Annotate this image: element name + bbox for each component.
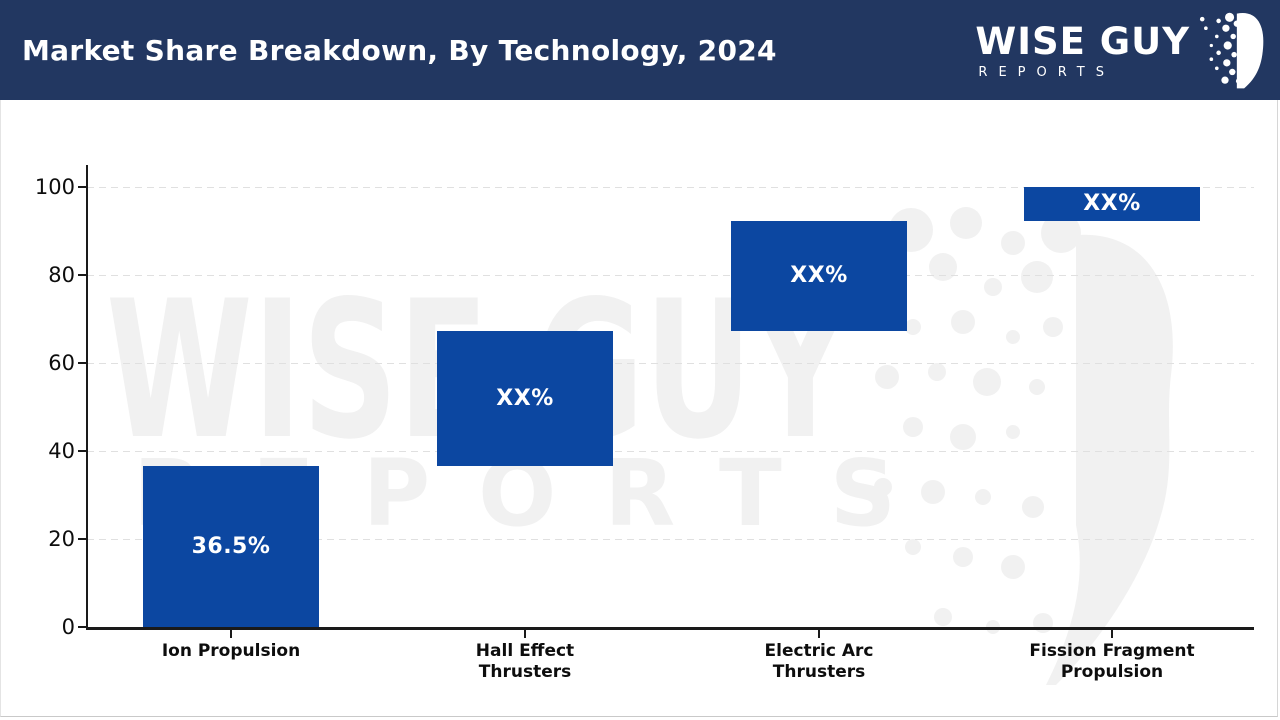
x-category-label-line: Thrusters xyxy=(772,662,866,682)
y-tick-0 xyxy=(78,626,87,628)
gridline-40 xyxy=(87,451,1254,452)
x-tick-hall-effect-thrusters xyxy=(524,630,526,638)
y-axis-line xyxy=(86,165,88,630)
bar-hall-effect-thrusters: XX% xyxy=(437,330,613,467)
y-tick-80 xyxy=(78,274,87,276)
y-tick-label-0: 0 xyxy=(61,615,75,639)
wise-guy-reports-logo: WISE GUY REPORTS xyxy=(975,8,1266,94)
gridline-100 xyxy=(87,187,1254,188)
y-tick-label-40: 40 xyxy=(48,439,75,463)
y-tick-label-100: 100 xyxy=(34,175,75,199)
y-tick-label-20: 20 xyxy=(48,527,75,551)
x-category-label-line: Propulsion xyxy=(1060,662,1164,682)
x-axis-line xyxy=(86,627,1254,630)
x-category-label-ion-propulsion: Ion Propulsion xyxy=(101,641,361,662)
chart-area: WISE GUY REPORTS 0 20 40 60 80 100 36.5% XX% XX%… xyxy=(0,100,1278,717)
y-tick-60 xyxy=(78,362,87,364)
logo-wordmark: WISE GUY xyxy=(975,19,1190,63)
bar-fission-fragment-propulsion: XX% xyxy=(1024,187,1200,221)
bar-electric-arc-thrusters: XX% xyxy=(731,220,907,331)
bar-value-label-fission-fragment-propulsion: XX% xyxy=(1083,191,1141,217)
page-title: Market Share Breakdown, By Technology, 2… xyxy=(22,33,777,67)
x-tick-electric-arc-thrusters xyxy=(818,630,820,638)
logo-subtitle: REPORTS xyxy=(978,64,1116,80)
bar-value-label-ion-propulsion: 36.5% xyxy=(191,534,271,560)
y-tick-label-60: 60 xyxy=(48,351,75,375)
x-category-label-line: Fission Fragment xyxy=(1029,641,1195,661)
gridline-20 xyxy=(87,539,1254,540)
x-category-label-electric-arc-thrusters: Electric Arc Thrusters xyxy=(689,641,949,683)
x-tick-fission-fragment-propulsion xyxy=(1111,630,1113,638)
bar-value-label-electric-arc-thrusters: XX% xyxy=(790,263,848,289)
y-tick-40 xyxy=(78,450,87,452)
gridline-60 xyxy=(87,363,1254,364)
bar-value-label-hall-effect-thrusters: XX% xyxy=(496,386,554,412)
y-tick-20 xyxy=(78,538,87,540)
x-category-label-line: Thrusters xyxy=(478,662,572,682)
x-category-label-line: Electric Arc xyxy=(764,641,874,661)
y-tick-100 xyxy=(78,186,87,188)
x-tick-ion-propulsion xyxy=(230,630,232,638)
x-category-label-line: Ion Propulsion xyxy=(161,641,301,661)
y-tick-label-80: 80 xyxy=(48,263,75,287)
x-category-label-hall-effect-thrusters: Hall Effect Thrusters xyxy=(395,641,655,683)
x-category-label-line: Hall Effect xyxy=(475,641,575,661)
x-category-label-fission-fragment-propulsion: Fission Fragment Propulsion xyxy=(982,641,1242,683)
header-bar: Market Share Breakdown, By Technology, 2… xyxy=(0,0,1280,100)
logo-text: WISE GUY REPORTS xyxy=(975,23,1190,80)
logo-face-icon xyxy=(1199,12,1264,89)
bar-ion-propulsion: 36.5% xyxy=(143,466,319,627)
gridline-80 xyxy=(87,275,1254,276)
